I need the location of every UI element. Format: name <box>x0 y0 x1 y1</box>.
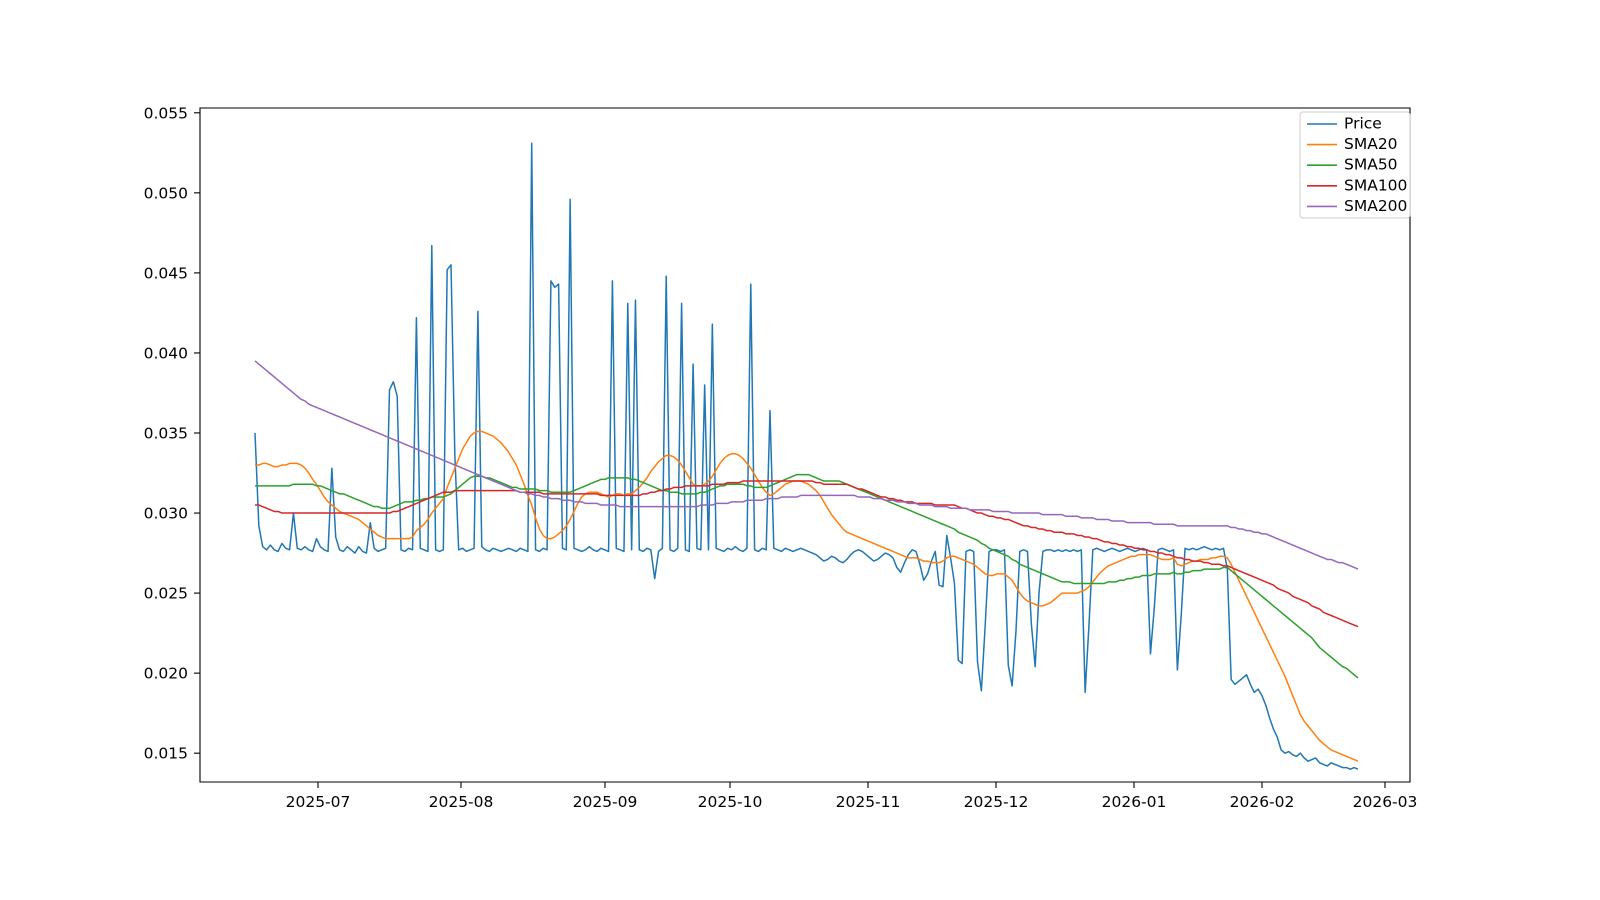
axes-spines <box>199 107 1411 783</box>
legend-background <box>1299 111 1411 219</box>
y-tick-label: 0.045 <box>144 264 188 282</box>
series-line-price <box>254 142 1359 770</box>
legend-label-sma200[interactable]: SMA200 <box>1344 197 1407 215</box>
y-tick-label: 0.020 <box>144 665 188 683</box>
x-tick-label: 2025-11 <box>836 793 901 811</box>
x-tick-label: 2025-09 <box>573 793 638 811</box>
legend-label-sma100[interactable]: SMA100 <box>1344 176 1407 194</box>
series-line-sma50 <box>255 473 1359 679</box>
series-line-sma20 <box>255 430 1359 762</box>
data-series-group <box>254 142 1359 770</box>
y-tick-label: 0.035 <box>144 424 188 442</box>
x-tick-label: 2026-03 <box>1353 793 1418 811</box>
x-tick-label: 2025-10 <box>698 793 763 811</box>
x-tick-label: 2025-12 <box>964 793 1029 811</box>
x-tick-label: 2026-02 <box>1230 793 1295 811</box>
y-axis-ticks: 0.015 0.020 0.025 0.030 0.035 0.040 0.045 0.050… <box>144 104 200 763</box>
x-tick-label: 2026-01 <box>1102 793 1167 811</box>
y-tick-label: 0.040 <box>144 344 188 362</box>
x-tick-label: 2025-08 <box>429 793 494 811</box>
legend-label-price[interactable]: Price <box>1344 115 1382 133</box>
y-tick-label: 0.025 <box>144 585 188 603</box>
y-tick-label: 0.055 <box>144 104 188 122</box>
chart-legend[interactable]: Price SMA20 SMA50 SMA100 SMA200 <box>1299 111 1411 219</box>
x-axis-ticks: 2025-07 2025-08 2025-09 2025-10 2025-11 2025-… <box>286 782 1418 811</box>
legend-label-sma50[interactable]: SMA50 <box>1344 156 1398 174</box>
series-line-sma200 <box>254 360 1359 570</box>
series-line-sma100 <box>255 480 1359 628</box>
y-tick-label: 0.030 <box>144 505 188 523</box>
y-tick-label: 0.015 <box>144 745 188 763</box>
x-tick-label: 2025-07 <box>286 793 351 811</box>
y-tick-label: 0.050 <box>144 184 188 202</box>
axes-region: 0.015 0.020 0.025 0.030 0.035 0.040 0.045 0.050… <box>144 104 1418 811</box>
legend-label-sma20[interactable]: SMA20 <box>1344 135 1398 153</box>
